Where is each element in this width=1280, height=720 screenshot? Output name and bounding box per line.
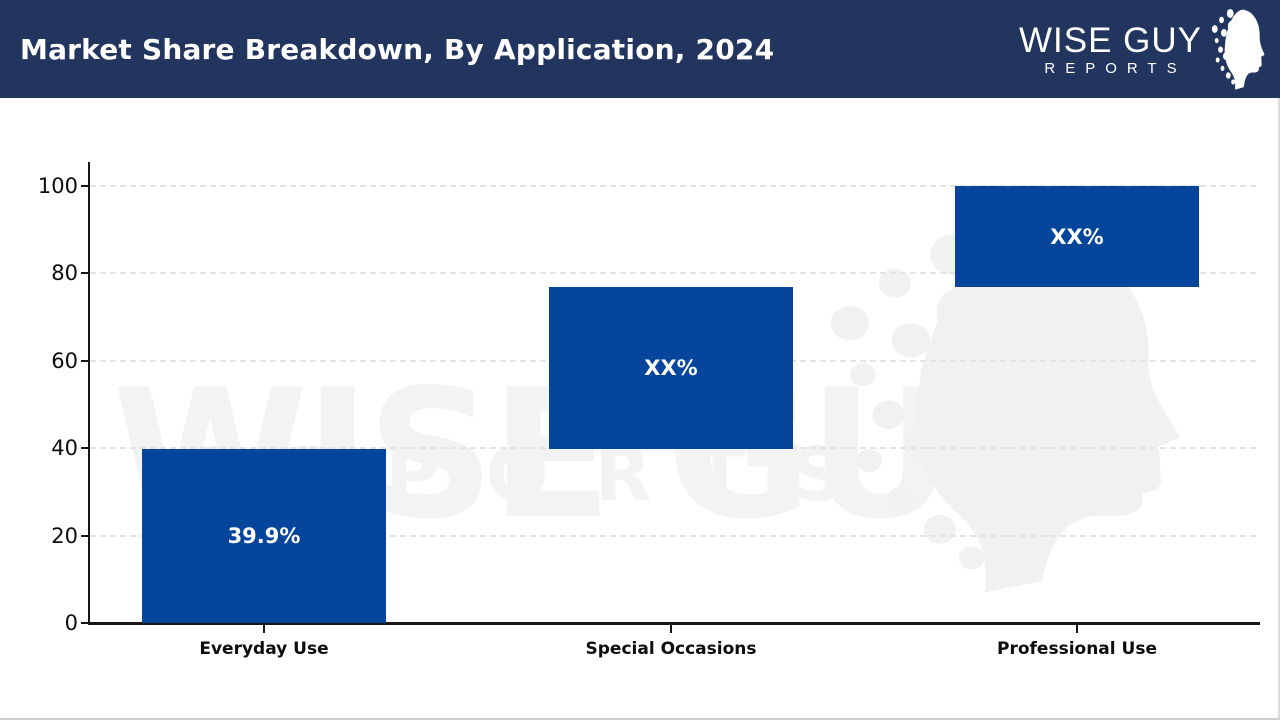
page-border-right — [1278, 98, 1280, 720]
wiseguy-logo-text: WISE GUY REPORTS — [1019, 23, 1202, 76]
y-axis-tick-label: 60 — [51, 348, 78, 373]
bar-segment — [549, 287, 793, 449]
chart-area: WISE GUY REPORTS 0 20 40 60 80 100 39.9% Everyd… — [0, 98, 1280, 720]
y-tick-mark-0 — [81, 622, 88, 624]
y-tick-mark-80 — [81, 272, 88, 275]
wiseguy-logo: WISE GUY REPORTS — [1019, 7, 1280, 91]
y-axis-tick-label: 80 — [51, 261, 78, 286]
bar-value-label: XX% — [644, 356, 698, 380]
logo-wordmark: WISE GUY — [1018, 20, 1202, 60]
y-axis-tick-label: 0 — [64, 611, 78, 635]
bar-segment — [955, 186, 1199, 288]
x-axis-category-label: Professional Use — [997, 639, 1157, 659]
y-tick-mark-100 — [81, 185, 88, 187]
bar-value-label: XX% — [1050, 224, 1104, 249]
bar-segment — [142, 448, 386, 623]
page-title: Market Share Breakdown, By Application, … — [20, 32, 775, 66]
logo-subtext: REPORTS — [1044, 59, 1187, 77]
y-axis-tick-label: 20 — [51, 523, 78, 548]
gridline-80 — [90, 272, 1256, 275]
page-border-bottom — [0, 718, 1280, 720]
y-tick-mark-60 — [81, 359, 88, 362]
y-tick-mark-40 — [81, 447, 88, 450]
y-axis-tick-label: 40 — [51, 436, 78, 461]
y-tick-mark-20 — [81, 534, 88, 537]
bar-value-label: 39.9% — [227, 523, 301, 548]
x-axis-category-label: Special Occasions — [585, 639, 757, 659]
x-tick-mark — [670, 625, 672, 633]
header-bar: Market Share Breakdown, By Application, … — [0, 0, 1280, 98]
y-axis-line — [88, 162, 90, 625]
x-axis-category-label: Everyday Use — [199, 639, 329, 659]
y-axis-tick-label: 100 — [37, 174, 78, 198]
wiseguy-head-icon — [1211, 8, 1265, 90]
x-axis-line — [88, 622, 1260, 625]
gridline-100 — [90, 185, 1256, 187]
x-tick-mark — [263, 625, 265, 633]
gridline-20 — [90, 534, 1256, 537]
x-tick-mark — [1076, 625, 1078, 633]
